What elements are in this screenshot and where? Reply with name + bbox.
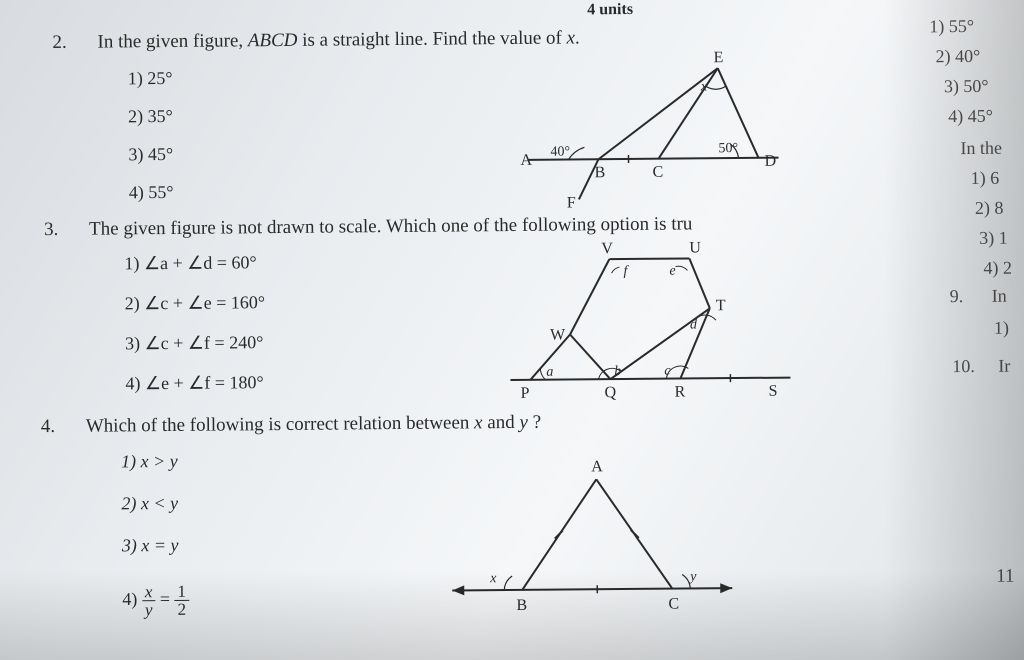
q2-fig-D: D — [764, 153, 776, 170]
q3-fig-P: P — [520, 385, 529, 402]
q3-fig-c: c — [664, 364, 671, 379]
q2-fig-x: x — [700, 79, 708, 94]
q3-fig-Q: Q — [604, 384, 616, 401]
q3-option-3: 3) ∠c + ∠f = 240° — [125, 332, 263, 354]
margin-Ir: Ir — [998, 356, 1010, 377]
q4-fig-B: B — [516, 597, 527, 614]
q4-and: and — [482, 412, 519, 433]
q2-fig-E: E — [714, 49, 724, 66]
q4-o4-num: x — [142, 583, 156, 601]
margin-r3: 3) 50° — [944, 76, 989, 97]
q3-fig-d: d — [690, 317, 698, 332]
q2-fig-50: 50° — [718, 141, 738, 156]
page: 4 units 2. In the given figure, ABCD is … — [0, 0, 1024, 660]
q3-fig-b: b — [614, 364, 621, 379]
margin-r2: 2) 40° — [936, 46, 981, 67]
q4-qm: ? — [528, 412, 541, 433]
margin-11: 11 — [996, 566, 1014, 588]
q2-dot: . — [575, 27, 580, 48]
q2-number: 2. — [52, 32, 66, 54]
q4-option-1: 1) x > y — [121, 451, 178, 472]
q4-o4-den2: 2 — [175, 601, 190, 618]
q4-option-3: 3) x = y — [122, 535, 179, 556]
q4-fig-A: A — [591, 458, 603, 475]
q4-figure: A B C x y — [431, 448, 753, 631]
q3-fig-a: a — [546, 365, 553, 380]
margin-m1: 1) 6 — [971, 168, 1000, 189]
margin-m2: 2) 8 — [975, 198, 1004, 219]
margin-r1: 1) 55° — [929, 16, 974, 37]
q2-abcd: ABCD — [248, 30, 298, 51]
q2-option-1: 1) 25° — [128, 68, 173, 89]
q2-fig-40: 40° — [550, 144, 570, 159]
q2-fig-C: C — [653, 164, 664, 181]
q4-text: Which of the following is correct relati… — [86, 412, 541, 438]
q4-o4-num2: 1 — [174, 583, 189, 601]
q3-fig-U: U — [689, 239, 701, 256]
q4-o4-frac1: x y — [142, 583, 156, 618]
q4-number: 4. — [41, 416, 55, 438]
q3-option-2: 2) ∠c + ∠e = 160° — [125, 292, 265, 314]
q2-figure: A B C D E F 40° 50° x — [508, 47, 809, 210]
q3-fig-S: S — [768, 383, 777, 400]
q3-fig-W: W — [550, 327, 566, 344]
q4-o4-pre: 4) — [122, 589, 142, 609]
q3-text: The given figure is not drawn to scale. … — [89, 213, 692, 240]
q2-fig-F: F — [567, 194, 576, 210]
q2-text-a: In the given figure, — [97, 30, 248, 52]
q2-fig-A: A — [520, 152, 532, 169]
q4-option-4: 4) x y = 1 2 — [122, 583, 189, 619]
q4-o4-frac2: 1 2 — [174, 583, 189, 618]
q4-o4-den: y — [142, 601, 156, 618]
q3-option-4: 4) ∠e + ∠f = 180° — [125, 372, 263, 394]
margin-inthe: In the — [960, 138, 1002, 159]
q2-x: x — [566, 27, 575, 48]
q2-text-b: is a straight line. Find the value of — [297, 28, 566, 51]
margin-m4: 4) 2 — [983, 258, 1012, 279]
q2-option-2: 2) 35° — [128, 106, 173, 127]
q3-fig-e: e — [669, 264, 675, 279]
margin-q10: 10. — [952, 356, 975, 377]
q3-fig-T: T — [716, 297, 726, 314]
margin-m3: 3) 1 — [979, 228, 1008, 249]
q4-fig-x: x — [489, 571, 497, 586]
q4-y: y — [519, 412, 528, 433]
q4-text-a: Which of the following is correct relati… — [86, 412, 474, 436]
q4-x: x — [474, 412, 483, 433]
q2-option-3: 3) 45° — [128, 144, 173, 165]
q3-fig-R: R — [674, 383, 685, 400]
q2-option-4: 4) 55° — [129, 182, 174, 203]
q4-fig-C: C — [668, 596, 679, 613]
q4-option-2: 2) x < y — [121, 493, 178, 514]
margin-In: In — [992, 286, 1007, 307]
q4-o4-eq: = — [160, 589, 175, 609]
q3-fig-V: V — [601, 240, 613, 257]
margin-r4: 4) 45° — [948, 106, 993, 127]
q3-number: 3. — [44, 219, 58, 241]
header-4units: 4 units — [587, 1, 633, 19]
q3-fig-f: f — [623, 264, 629, 279]
margin-q9: 9. — [950, 286, 964, 307]
q2-fig-B: B — [595, 164, 606, 181]
q3-option-1: 1) ∠a + ∠d = 60° — [124, 252, 256, 274]
margin-q9o1: 1) — [994, 318, 1009, 339]
q4-fig-y: y — [688, 569, 697, 584]
q3-figure: P Q R S T U V W a b c d e f — [489, 237, 810, 410]
